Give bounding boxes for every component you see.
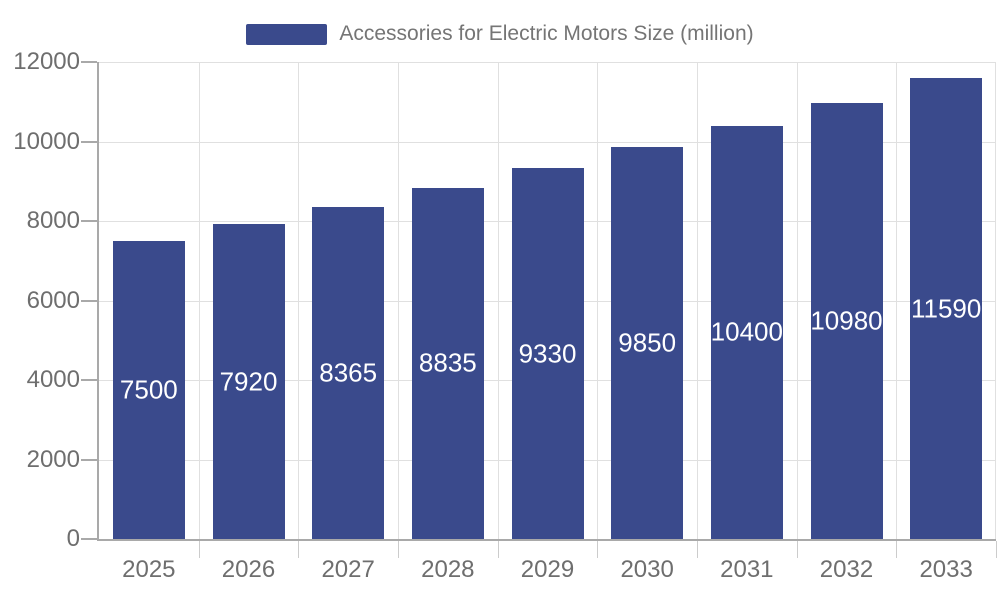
x-tick-label: 2027 (321, 556, 375, 583)
x-tick-label: 2028 (421, 556, 475, 583)
bar-value-label: 8365 (319, 357, 378, 388)
gridline-vertical (498, 62, 499, 539)
legend-item[interactable]: Accessories for Electric Motors Size (mi… (246, 22, 754, 46)
bar: 11590 (910, 78, 983, 539)
y-tick (81, 299, 97, 302)
y-tick (81, 458, 97, 461)
x-tick-label: 2029 (520, 556, 575, 583)
bar-value-label: 8835 (418, 347, 477, 378)
x-tick-label: 2025 (122, 556, 176, 583)
y-tick (81, 140, 97, 143)
y-tick-label: 0 (66, 525, 80, 552)
bar: 9330 (511, 168, 584, 539)
gridline-vertical (398, 62, 399, 539)
y-tick (81, 61, 97, 63)
x-tick (298, 541, 299, 558)
gridline-vertical (797, 62, 798, 539)
y-tick (81, 220, 97, 222)
gridline-vertical (995, 62, 996, 539)
bar: 8835 (411, 187, 484, 539)
bar: 7500 (112, 240, 185, 539)
gridline-vertical (597, 62, 598, 539)
x-tick-label: 2030 (620, 556, 674, 583)
x-tick (498, 541, 499, 558)
x-tick (697, 541, 698, 558)
gridline-vertical (697, 62, 698, 539)
gridline-horizontal (99, 141, 996, 143)
bar-value-label: 9850 (618, 327, 677, 358)
bar: 10400 (710, 125, 783, 539)
bar-value-label: 7920 (219, 366, 278, 397)
x-tick (896, 541, 897, 558)
y-tick-label: 8000 (26, 207, 80, 234)
gridline-vertical (199, 62, 200, 539)
x-tick (597, 541, 598, 558)
x-tick (199, 541, 200, 558)
x-tick-label: 2033 (919, 556, 973, 583)
bar: 8365 (312, 206, 385, 539)
y-tick-label: 6000 (26, 286, 80, 314)
bar-value-label: 11590 (910, 293, 982, 324)
x-tick (996, 541, 997, 558)
y-tick-label: 2000 (26, 445, 80, 473)
y-tick-label: 12000 (13, 48, 80, 75)
gridline-vertical (896, 62, 897, 539)
x-tick (398, 541, 399, 558)
plot-area: 7500 7920 8365 8835 9330 9850 10400 10980 11590 (97, 62, 996, 541)
y-tick (81, 538, 97, 540)
y-tick-label: 4000 (26, 366, 80, 393)
bar: 10980 (810, 102, 883, 539)
bar-value-label: 7500 (119, 374, 178, 405)
bar-value-label: 9330 (518, 338, 577, 369)
y-tick (81, 379, 97, 381)
bar-value-label: 10980 (810, 305, 883, 336)
x-tick-label: 2026 (221, 556, 276, 583)
gridline-vertical (298, 62, 299, 539)
legend: Accessories for Electric Motors Size (mi… (0, 22, 1000, 46)
gridline-horizontal (99, 62, 996, 63)
x-tick (797, 541, 798, 558)
bar: 9850 (611, 147, 684, 539)
bar-value-label: 10400 (710, 316, 783, 347)
legend-swatch (246, 23, 328, 45)
legend-label: Accessories for Electric Motors Size (mi… (339, 22, 754, 45)
x-tick-label: 2032 (819, 556, 874, 583)
bar: 7920 (212, 224, 285, 539)
x-tick-label: 2031 (720, 556, 774, 583)
y-tick-label: 10000 (13, 127, 80, 155)
